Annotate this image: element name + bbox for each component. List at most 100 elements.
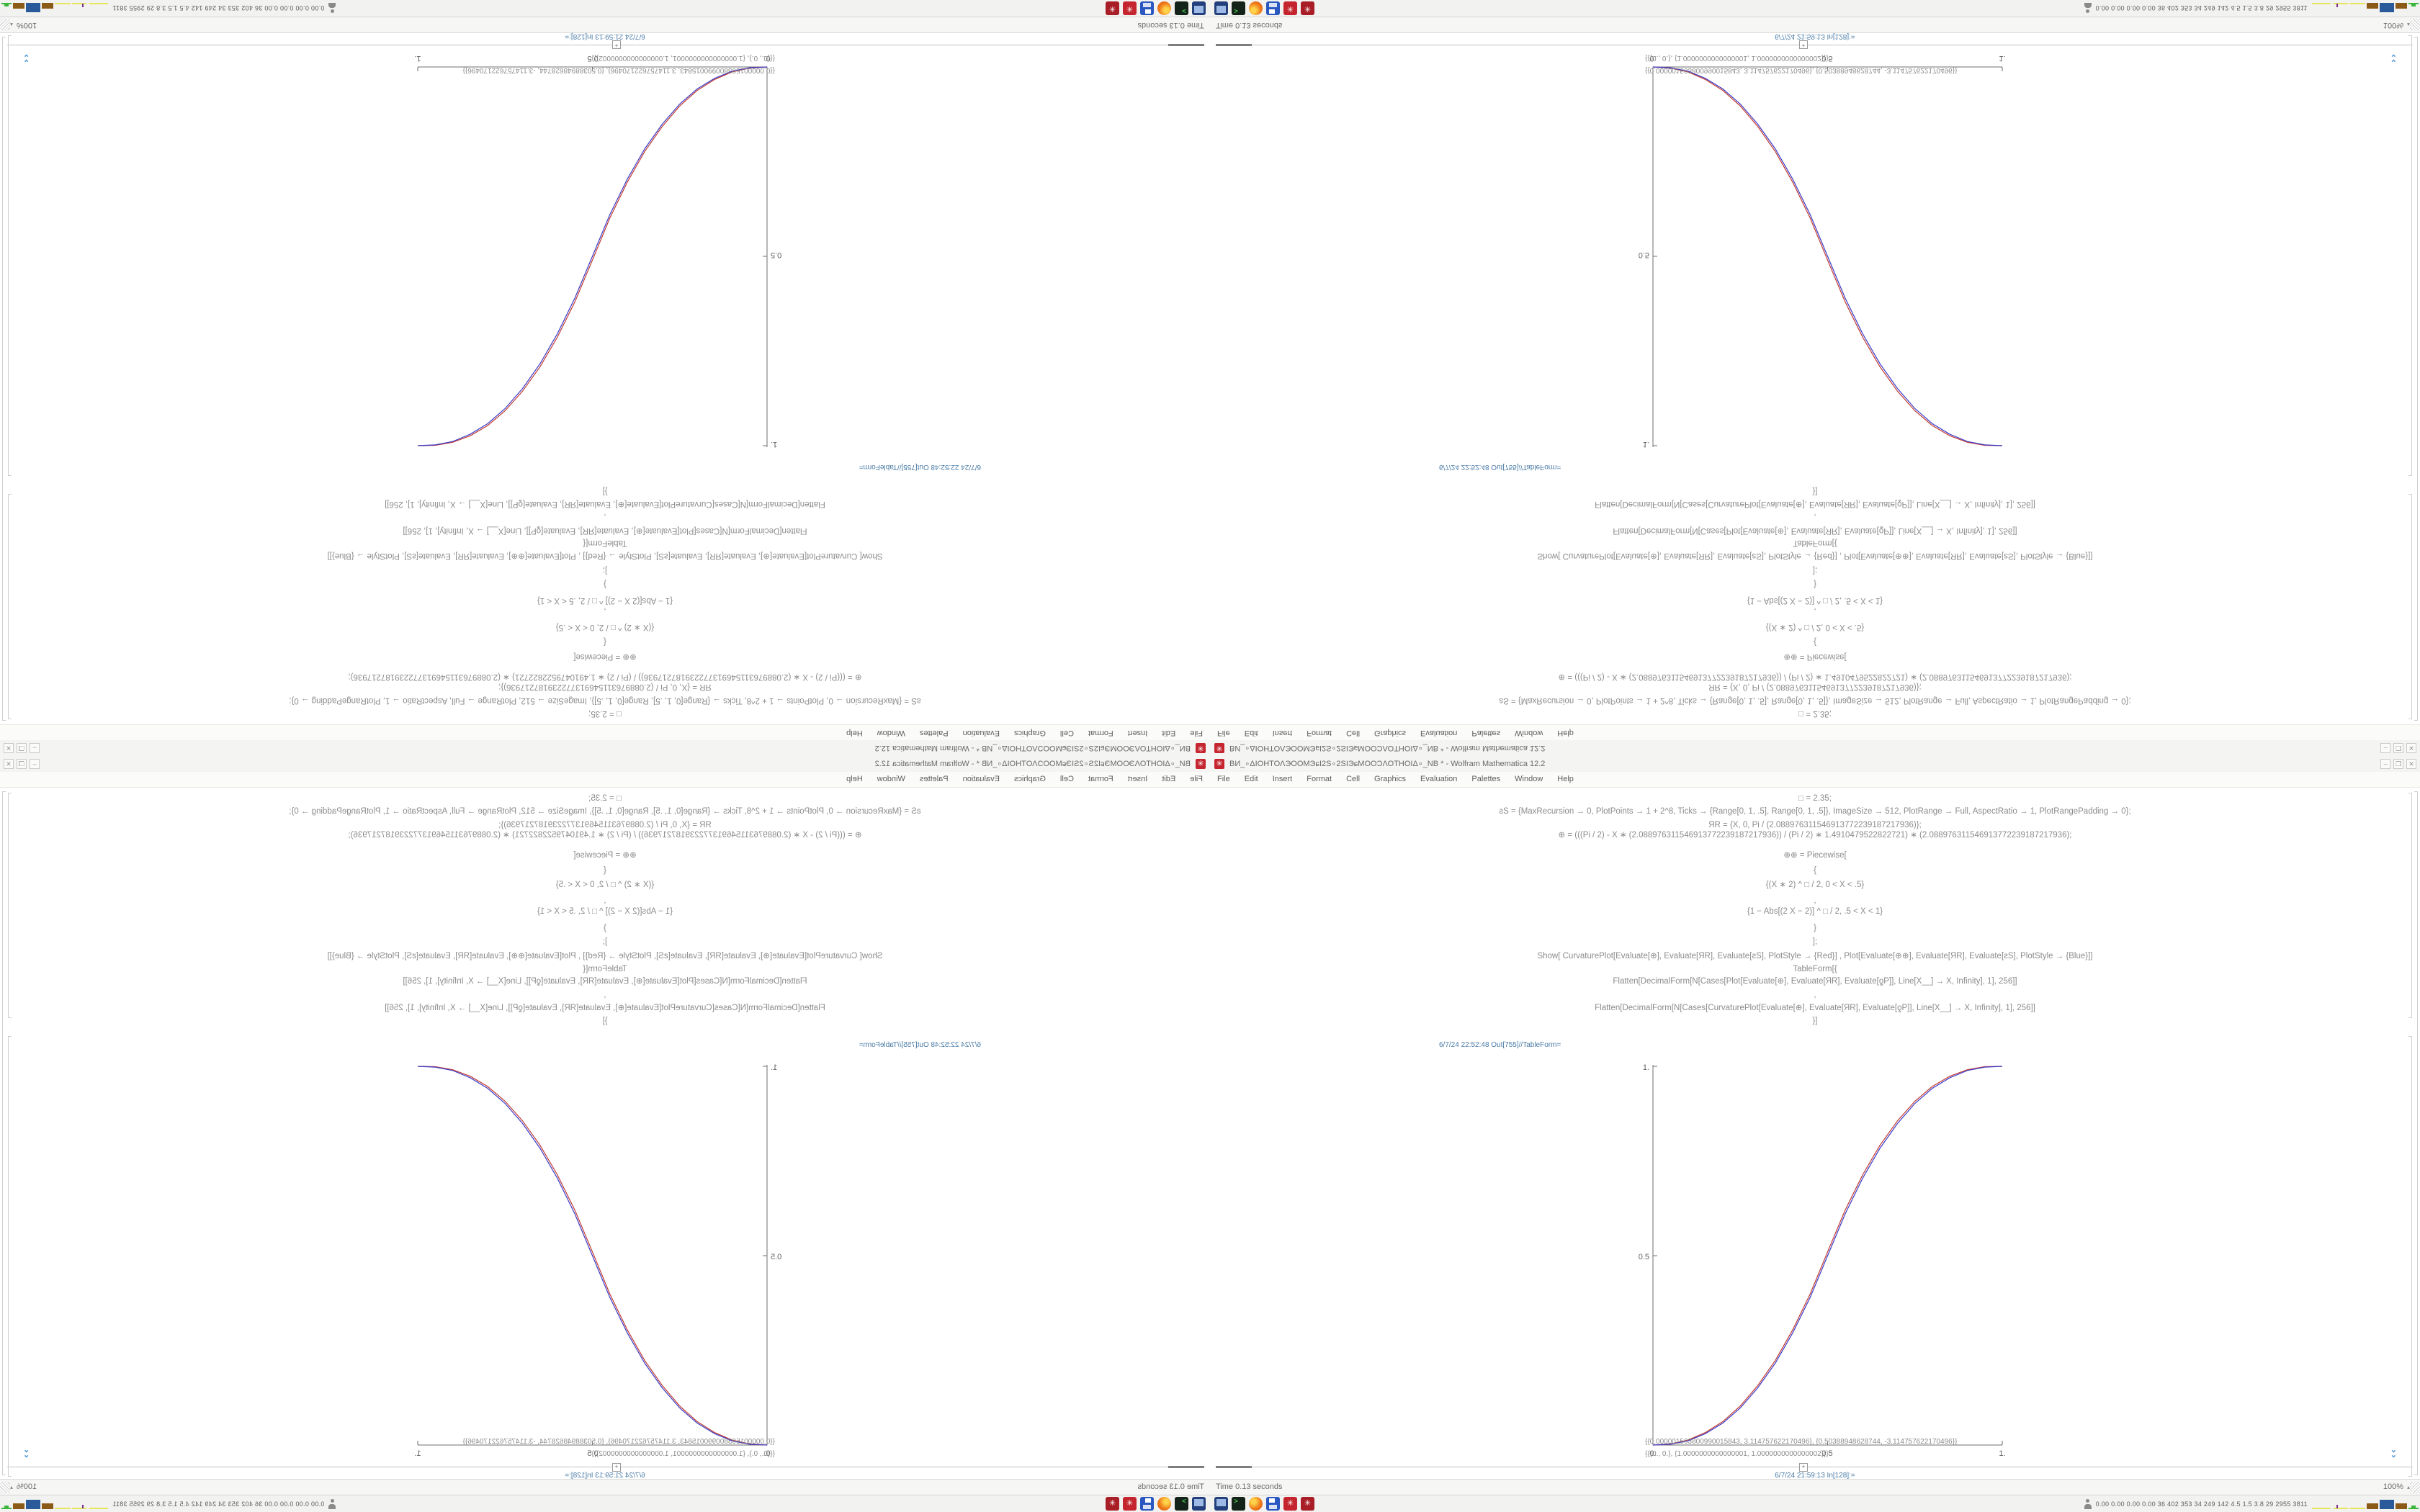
console-icon[interactable]	[1175, 1497, 1188, 1511]
menu-palettes[interactable]: Palettes	[1471, 775, 1501, 783]
zoom-dropdown-arrow-icon[interactable]: ▴	[10, 22, 14, 28]
cell-insertion-handle[interactable]	[1168, 44, 1204, 46]
code-line[interactable]: ⊕ = (((Pi / 2) - X ∗ (2.0889763115469137…	[1558, 672, 2072, 681]
code-line[interactable]: TableForm[{	[583, 965, 627, 973]
scroll-down-icon[interactable]: ⌄ ⌄	[23, 1446, 30, 1459]
code-line[interactable]: {	[1814, 637, 1816, 646]
menu-palettes[interactable]: Palettes	[919, 729, 949, 737]
menu-help[interactable]: Help	[1557, 729, 1574, 737]
code-line[interactable]: Flatten[DecimalForm[N[Cases[CurvaturePlo…	[385, 500, 825, 508]
console-icon[interactable]	[1175, 1, 1188, 15]
close-button[interactable]: ✕	[4, 759, 14, 769]
cell-bracket-input[interactable]	[8, 494, 12, 719]
zoom-dropdown-arrow-icon[interactable]: ▴	[2406, 1484, 2410, 1490]
menu-window[interactable]: Window	[877, 729, 905, 737]
menu-format[interactable]: Format	[1088, 775, 1113, 783]
minimize-button[interactable]: –	[30, 743, 40, 753]
code-line[interactable]: ,	[604, 991, 606, 999]
resize-grip[interactable]	[2410, 1482, 2420, 1493]
menu-graphics[interactable]: Graphics	[1013, 775, 1046, 783]
code-line[interactable]: ];	[602, 566, 608, 575]
zoom-level[interactable]: 100%	[2383, 1482, 2403, 1491]
zoom-dropdown-arrow-icon[interactable]: ▴	[10, 1484, 14, 1490]
scroll-down-icon[interactable]: ⌄ ⌄	[2390, 1446, 2397, 1459]
console-icon[interactable]	[1232, 1, 1245, 15]
code-line[interactable]: ,	[604, 607, 606, 616]
menu-evaluation[interactable]: Evaluation	[962, 729, 1000, 737]
save-disk-icon[interactable]	[1140, 1, 1154, 15]
code-line[interactable]: ,	[1814, 607, 1816, 616]
code-line[interactable]: ⊕ = (((Pi / 2) - X ∗ (2.0889763115469137…	[1558, 831, 2072, 840]
menu-evaluation[interactable]: Evaluation	[1420, 729, 1458, 737]
mathematica-icon[interactable]: ✳	[1283, 1, 1297, 15]
code-line[interactable]: ];	[1812, 566, 1818, 575]
code-line[interactable]: □ = 2.35;	[588, 794, 622, 803]
menu-insert[interactable]: Insert	[1272, 729, 1293, 737]
cell-insert-plus-icon[interactable]: +	[612, 1463, 621, 1472]
code-line[interactable]: ,	[604, 513, 606, 521]
menu-insert[interactable]: Insert	[1127, 775, 1148, 783]
menu-edit[interactable]: Edit	[1244, 729, 1258, 737]
menu-format[interactable]: Format	[1307, 729, 1332, 737]
save-disk-icon[interactable]	[1266, 1497, 1280, 1511]
resize-grip[interactable]	[0, 19, 10, 30]
close-button[interactable]: ✕	[2406, 743, 2416, 753]
code-line[interactable]: {(X ∗ 2) ^ □ / 2, 0 < X < .5}	[555, 623, 655, 631]
code-line[interactable]: {1 − Abs[(2 X − 2)] ^ □ / 2, .5 < X < 1}	[1747, 596, 1883, 605]
cell-bracket-output[interactable]	[2408, 35, 2412, 476]
cell-bracket-input[interactable]	[2408, 494, 2412, 719]
code-line[interactable]: {1 − Abs[(2 X − 2)] ^ □ / 2, .5 < X < 1}	[537, 596, 673, 605]
cell-bracket-output[interactable]	[8, 35, 12, 476]
monitor-icon[interactable]	[1192, 1497, 1206, 1511]
menu-evaluation[interactable]: Evaluation	[962, 775, 1000, 783]
close-button[interactable]: ✕	[2406, 759, 2416, 769]
mathematica-icon-2[interactable]: ✳	[1106, 1497, 1119, 1511]
maximize-button[interactable]: ❐	[17, 759, 27, 769]
code-line[interactable]: ⊕ = (((Pi / 2) - X ∗ (2.0889763115469137…	[348, 831, 862, 840]
mathematica-icon-2[interactable]: ✳	[1301, 1, 1314, 15]
minimize-button[interactable]: –	[2380, 759, 2390, 769]
code-line[interactable]: ЯR = {X, 0, Pi / (2.08897631154691377223…	[1708, 683, 1922, 691]
menu-graphics[interactable]: Graphics	[1374, 729, 1407, 737]
code-line[interactable]: }]	[1812, 487, 1818, 495]
code-line[interactable]: □ = 2.35;	[1798, 794, 1832, 803]
scroll-down-icon[interactable]: ⌄ ⌄	[2390, 53, 2397, 66]
menu-cell[interactable]: Cell	[1059, 729, 1074, 737]
code-line[interactable]: Show[ CurvaturePlot[Evaluate[⊕], Evaluat…	[327, 552, 883, 560]
code-line[interactable]: {1 − Abs[(2 X − 2)] ^ □ / 2, .5 < X < 1}	[1747, 907, 1883, 916]
zoom-level[interactable]: 100%	[17, 21, 37, 30]
menu-graphics[interactable]: Graphics	[1013, 729, 1046, 737]
code-line[interactable]: ЯR = {X, 0, Pi / (2.08897631154691377223…	[498, 821, 712, 829]
code-line[interactable]: ƨЅ = {MaxRecursion → 0, PlotPoints → 1 +…	[289, 696, 921, 705]
cell-bracket-output[interactable]	[8, 1036, 12, 1477]
save-disk-icon[interactable]	[1266, 1, 1280, 15]
code-line[interactable]: TableForm[{	[1793, 965, 1837, 973]
menu-graphics[interactable]: Graphics	[1374, 775, 1407, 783]
mathematica-icon[interactable]: ✳	[1283, 1497, 1297, 1511]
console-icon[interactable]	[1232, 1497, 1245, 1511]
cell-bracket-outer[interactable]	[2, 791, 6, 1475]
menu-evaluation[interactable]: Evaluation	[1420, 775, 1458, 783]
code-line[interactable]: }]	[602, 487, 608, 495]
menu-file[interactable]: File	[1217, 775, 1230, 783]
cell-insert-plus-icon[interactable]: +	[1799, 40, 1808, 49]
menu-window[interactable]: Window	[1515, 729, 1543, 737]
resize-grip[interactable]	[2410, 19, 2420, 30]
browser-icon[interactable]	[1249, 1, 1263, 15]
code-line[interactable]: ⊕⊕ = Piecewise[	[1783, 851, 1847, 860]
mathematica-icon[interactable]: ✳	[1123, 1, 1137, 15]
menu-help[interactable]: Help	[846, 729, 863, 737]
menu-format[interactable]: Format	[1088, 729, 1113, 737]
menu-palettes[interactable]: Palettes	[919, 775, 949, 783]
maximize-button[interactable]: ❐	[2393, 759, 2403, 769]
code-line[interactable]: ⊕⊕ = Piecewise[	[1783, 652, 1847, 661]
menu-edit[interactable]: Edit	[1162, 729, 1176, 737]
code-line[interactable]: ⊕⊕ = Piecewise[	[573, 851, 637, 860]
monitor-icon[interactable]	[1214, 1, 1228, 15]
code-line[interactable]: Flatten[DecimalForm[N[Cases[Plot[Evaluat…	[403, 977, 807, 986]
minimize-button[interactable]: –	[30, 759, 40, 769]
browser-icon[interactable]	[1157, 1497, 1171, 1511]
maximize-button[interactable]: ❐	[2393, 743, 2403, 753]
cell-insert-plus-icon[interactable]: +	[1799, 1463, 1808, 1472]
menu-help[interactable]: Help	[1557, 775, 1574, 783]
